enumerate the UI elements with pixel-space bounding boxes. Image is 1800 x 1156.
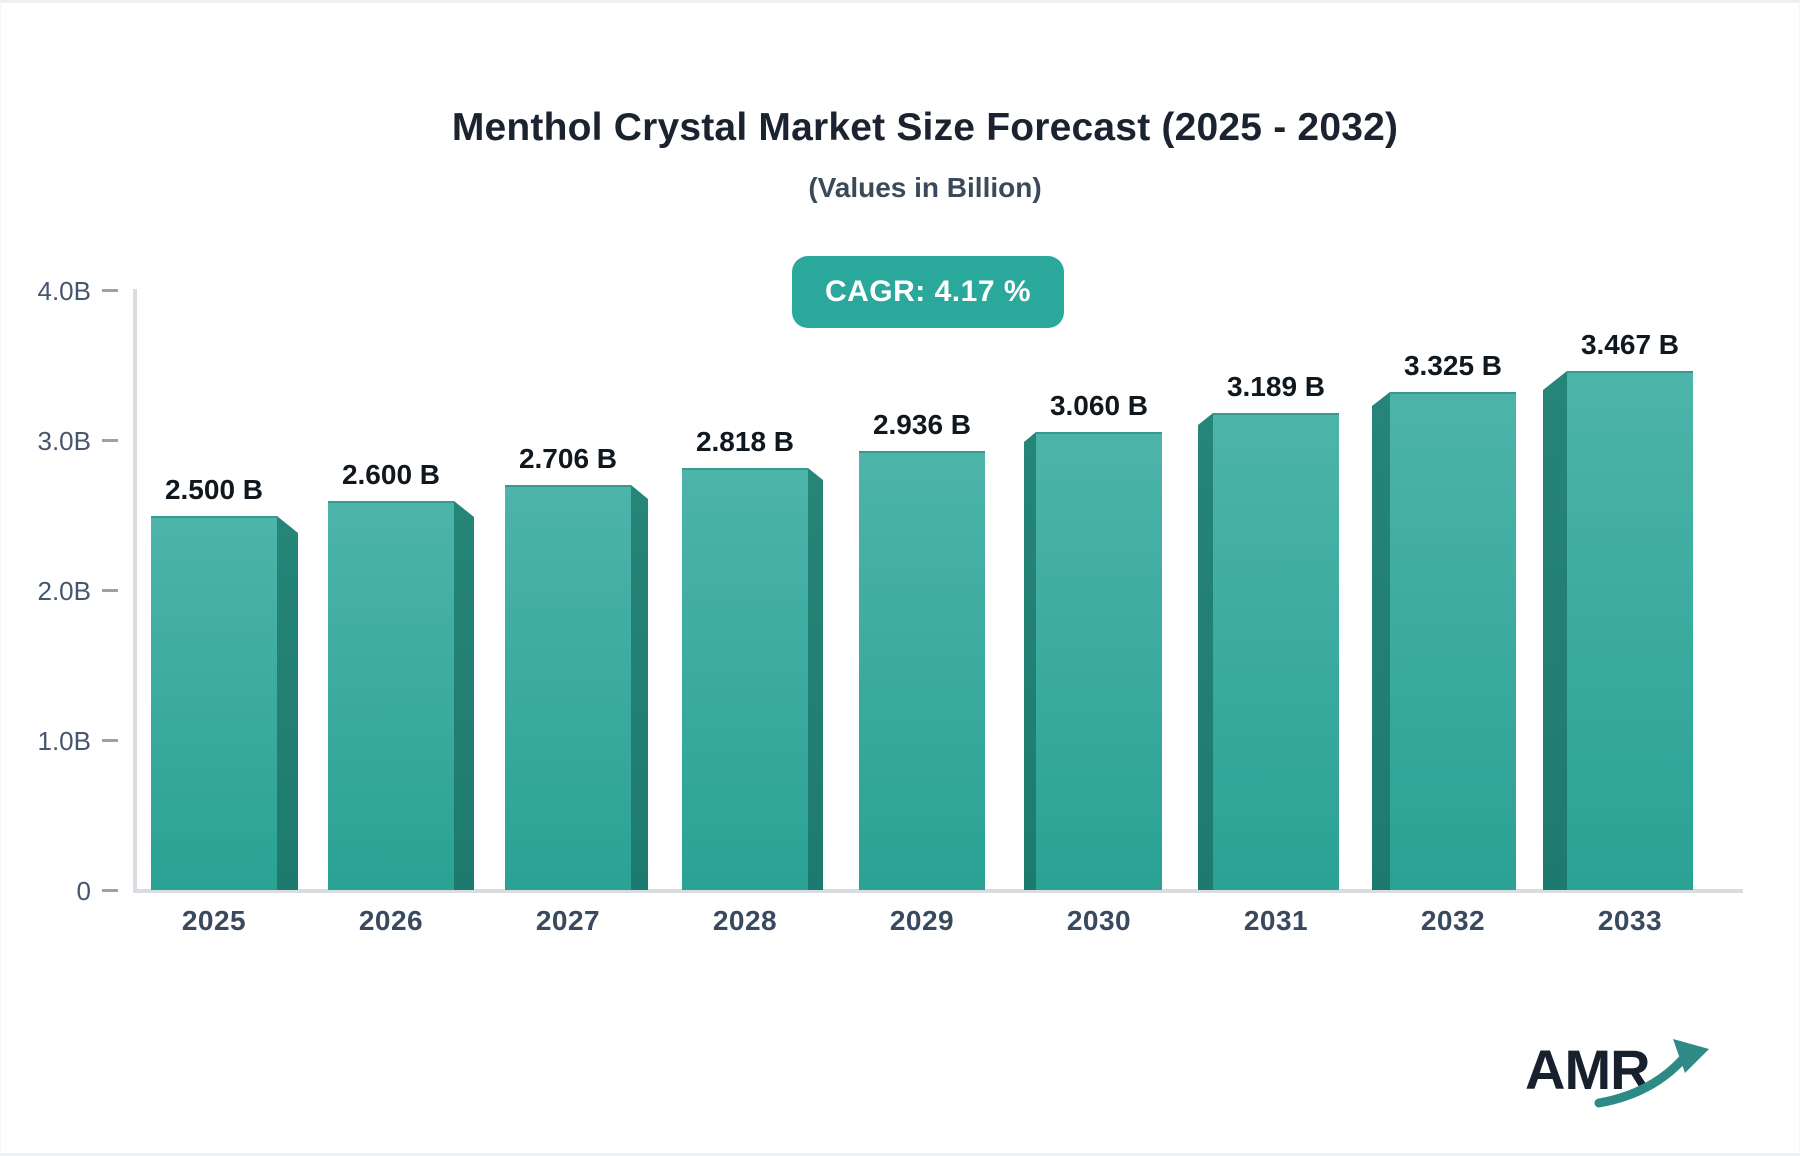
cagr-badge-label: CAGR: 4.17 % (824, 275, 1032, 308)
y-tick-label: 3.0B (37, 426, 92, 456)
bar (328, 501, 454, 890)
bar-value-label: 3.189 B (1226, 371, 1326, 402)
bar-side-face (1024, 432, 1036, 890)
amr-logo: AMR (1525, 1033, 1725, 1123)
x-axis-line (133, 889, 1743, 893)
bar-value-label: 2.818 B (695, 426, 795, 457)
bar-value-label: 2.600 B (341, 459, 441, 490)
y-tick-mark (102, 289, 118, 292)
x-tick-label: 2027 (535, 905, 601, 936)
chart-subtitle: (Values in Billion) (808, 172, 1042, 203)
x-tick-label: 2028 (712, 905, 778, 936)
x-tick-label: 2030 (1066, 905, 1132, 936)
bar-value-label: 2.936 B (872, 409, 972, 440)
bar-side-face (1198, 413, 1213, 890)
chart-title: Menthol Crystal Market Size Forecast (20… (451, 106, 1399, 149)
y-tick-mark (102, 889, 118, 892)
x-tick-label: 2025 (181, 905, 247, 936)
x-tick-label: 2029 (889, 905, 955, 936)
y-tick-label: 4.0B (37, 276, 92, 306)
x-tick-label: 2026 (358, 905, 424, 936)
bar-value-label: 3.325 B (1403, 350, 1503, 381)
bar-value-label: 2.500 B (164, 474, 264, 505)
trend-up-arrow-icon (1594, 1039, 1709, 1108)
x-tick-label: 2032 (1420, 905, 1486, 936)
bar-value-label: 3.467 B (1580, 329, 1680, 360)
y-tick-label: 1.0B (37, 726, 92, 756)
y-tick-mark (102, 589, 118, 592)
cagr-badge: CAGR: 4.17 % (792, 256, 1064, 328)
bar-side-face (808, 468, 823, 890)
bar-value-label: 2.706 B (518, 443, 618, 474)
bar-side-face (454, 501, 474, 890)
y-tick-label: 2.0B (37, 576, 92, 606)
bar (1390, 392, 1516, 890)
bar (505, 485, 631, 890)
bar-side-face (1543, 371, 1567, 890)
bar-side-face (631, 485, 648, 890)
bar (682, 468, 808, 890)
bar (859, 451, 985, 890)
bar (1567, 371, 1693, 890)
bar (151, 516, 277, 890)
bar-value-label: 3.060 B (1049, 390, 1149, 421)
y-axis-line (133, 289, 137, 893)
x-tick-label: 2033 (1597, 905, 1663, 936)
bar-chart: 0 1.0B 2.0B 3.0B 4.0B 2.500 B 2025 2.600 B 2026 2… (1, 3, 1799, 1153)
bar (1036, 432, 1162, 890)
bar (1213, 413, 1339, 890)
y-tick-mark (102, 739, 118, 742)
x-tick-label: 2031 (1243, 905, 1309, 936)
bar-side-face (277, 516, 298, 890)
bar-side-face (1372, 392, 1390, 890)
y-tick-mark (102, 439, 118, 442)
y-tick-label: 0 (76, 876, 91, 906)
